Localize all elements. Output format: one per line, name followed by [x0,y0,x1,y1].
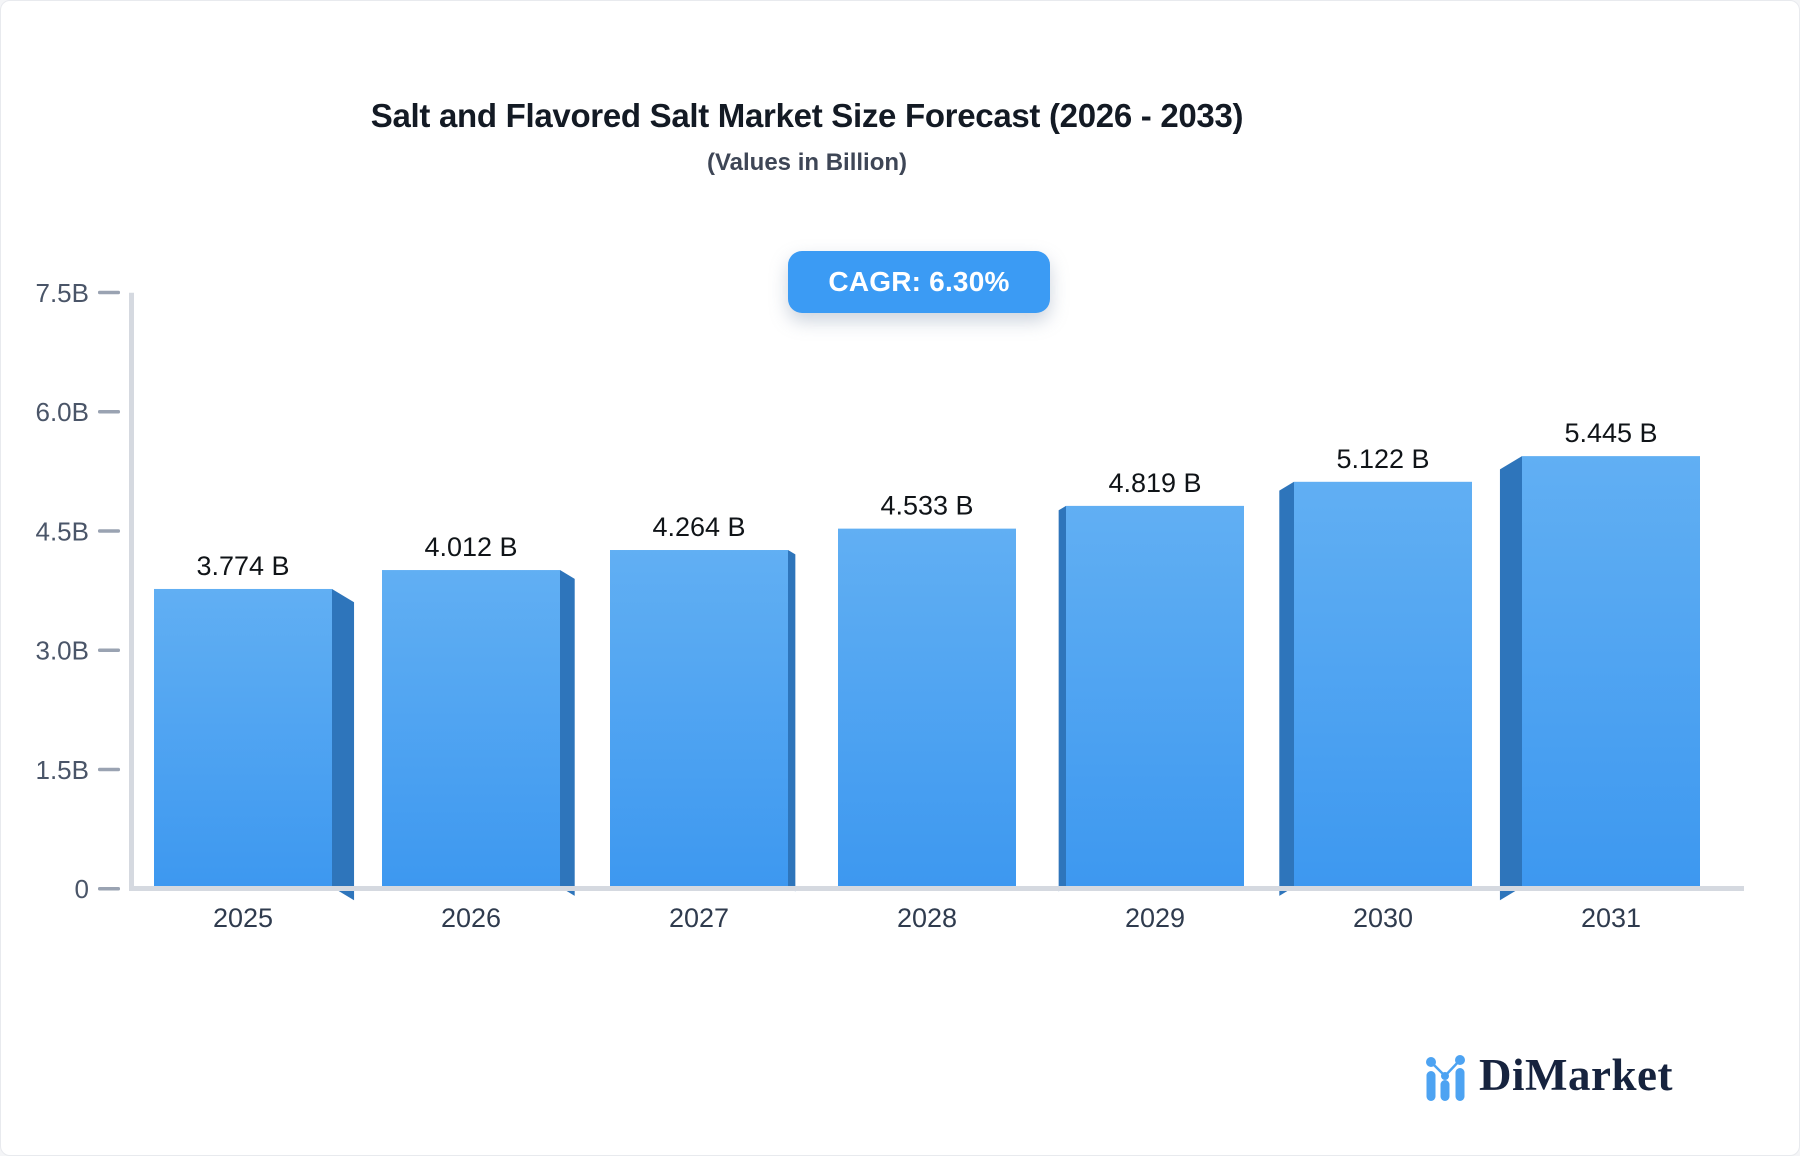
bar-value-label: 3.774 B [196,551,289,581]
chart-subtitle: (Values in Billion) [706,149,908,176]
y-tick-dash [98,767,120,772]
bar-value-label: 5.122 B [1336,444,1429,474]
y-tick-label: 3.0B [36,636,90,666]
bar-value-label: 4.533 B [880,491,973,521]
x-axis-category-label: 2029 [1125,903,1185,933]
bar-side-face [1279,481,1294,896]
bar-value-label: 5.445 B [1564,418,1657,448]
y-tick-label: 4.5B [36,516,90,546]
bar-side-face [788,550,796,892]
y-tick-label: 7.5B [36,278,90,308]
bar-group-2027: 4.264 B 2027 [610,512,796,933]
y-tick-label: 1.5B [36,755,90,785]
bar-front-face [610,550,788,887]
bar-value-label: 4.264 B [652,512,745,542]
bar-front-face [1294,481,1472,887]
bar-group-2028: 4.533 B 2028 [838,491,1016,933]
bar-group-2031: 5.445 B 2031 [1499,418,1700,933]
bar-group-2026: 4.012 B 2026 [382,532,575,933]
x-axis-category-label: 2030 [1353,903,1413,933]
y-tick-6.0B: 6.0B [36,397,120,427]
bar-front-face [1522,456,1700,887]
bar-front-face [154,588,332,887]
bar-group-2025: 3.774 B 2025 [154,551,355,933]
chart-title: Salt and Flavored Salt Market Size Forec… [370,97,1244,134]
y-tick-label: 6.0B [36,397,90,427]
x-axis-category-label: 2025 [213,903,273,933]
y-tick-dash [98,410,120,414]
bar-value-label: 4.012 B [424,532,517,562]
bar-front-face [382,570,560,887]
y-tick-dash [98,648,120,652]
bar-side-face [1058,505,1066,892]
bar-group-2029: 4.819 B 2029 [1058,468,1244,933]
logo-text: DiMarket [1479,1050,1673,1100]
y-tick-3.0B: 3.0B [36,636,120,666]
y-tick-dash [98,887,120,891]
x-axis-category-label: 2026 [441,903,501,933]
x-axis-line [129,886,1744,891]
y-tick-1.5B: 1.5B [36,755,120,785]
y-tick-0: 0 [75,874,120,904]
y-tick-label: 0 [75,874,89,904]
x-axis-category-label: 2027 [669,903,729,933]
bar-front-face [1066,505,1244,887]
bar-side-face [1499,456,1522,901]
dimarket-logo: DiMarket [1423,1041,1713,1101]
cagr-badge: CAGR: 6.30% [788,251,1050,313]
y-tick-dash [98,290,120,295]
x-axis-category-label: 2031 [1581,903,1641,933]
bar-group-2030: 5.122 B 2030 [1279,444,1472,933]
cagr-badge-label: CAGR: 6.30% [828,266,1010,297]
y-tick-4.5B: 4.5B [36,516,120,546]
bar-chart-icon [1426,1055,1465,1101]
y-tick-7.5B: 7.5B [36,278,120,308]
y-tick-dash [98,529,120,533]
bar-side-face [560,570,575,896]
y-axis-line [129,292,134,891]
bar-side-face [332,588,355,901]
bar-value-label: 4.819 B [1108,468,1201,498]
x-axis-category-label: 2028 [897,903,957,933]
bar-front-face [838,528,1016,887]
